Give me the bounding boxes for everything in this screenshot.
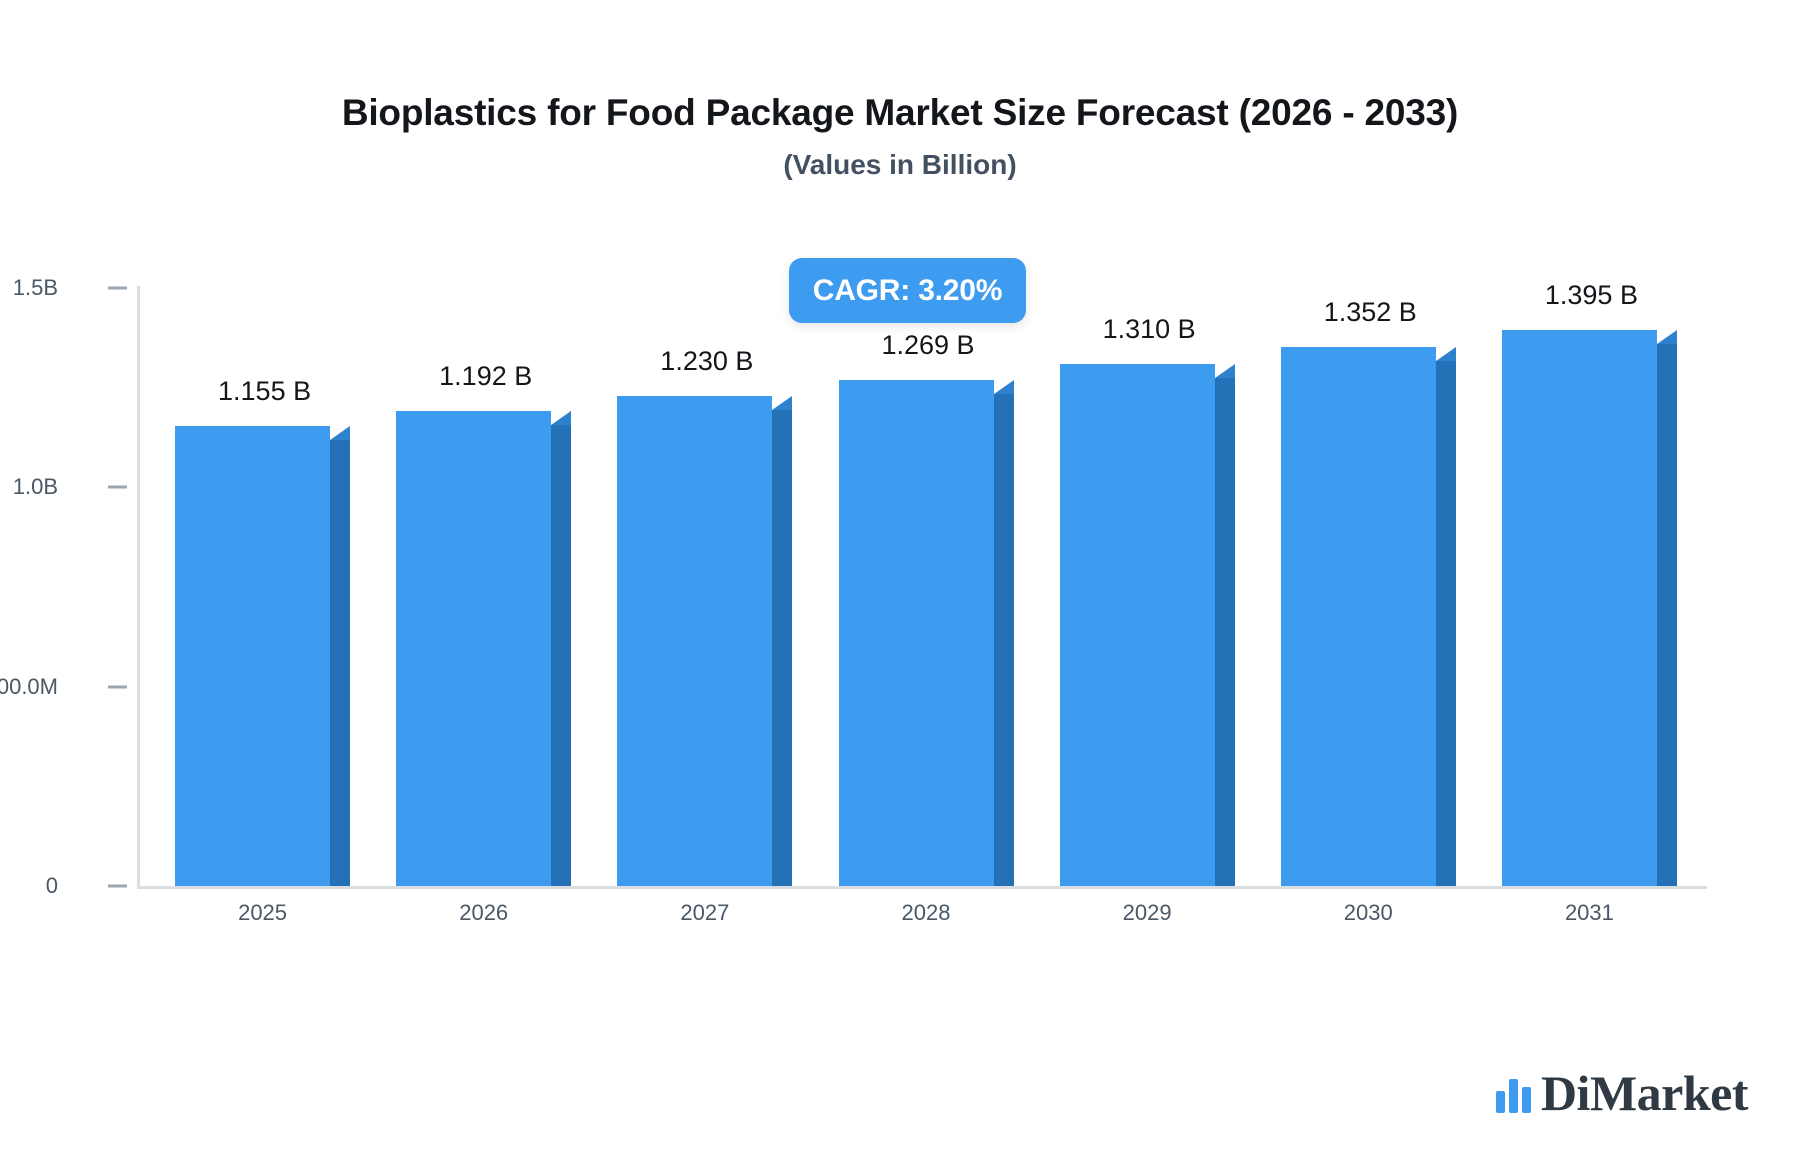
bar-top-face bbox=[1214, 363, 1235, 378]
bar-2027[interactable] bbox=[617, 395, 793, 886]
y-axis-tick-mark bbox=[108, 884, 127, 888]
bar-value-label: 1.352 B bbox=[1323, 297, 1417, 327]
page-title: Bioplastics for Food Package Market Size… bbox=[341, 92, 1459, 133]
bar-front-face bbox=[617, 395, 773, 886]
bar-side-face bbox=[1214, 377, 1235, 886]
x-axis-tick-label: 2030 bbox=[1343, 900, 1393, 925]
y-axis-tick-mark bbox=[108, 685, 127, 689]
bar-chart-icon bbox=[1495, 1073, 1531, 1113]
bar-front-face bbox=[1501, 329, 1657, 886]
bar-front-face bbox=[838, 380, 994, 886]
chart-subtitle: (Values in Billion) bbox=[783, 148, 1017, 180]
bar-2025[interactable] bbox=[175, 425, 351, 886]
x-axis-tick-label: 2025 bbox=[238, 900, 288, 925]
bar-value-label: 1.395 B bbox=[1544, 279, 1638, 310]
y-axis-tick-mark bbox=[108, 485, 127, 489]
bar-2028[interactable] bbox=[838, 380, 1014, 886]
x-axis-tick-label: 2031 bbox=[1564, 900, 1614, 925]
bar-side-face bbox=[993, 394, 1014, 886]
bar-front-face bbox=[1059, 363, 1215, 886]
bar-side-face bbox=[772, 409, 793, 886]
bar-side-face bbox=[1435, 361, 1456, 886]
bar-2026[interactable] bbox=[396, 410, 572, 886]
cagr-badge-label: CAGR: 3.20% bbox=[812, 273, 1003, 307]
bar-front-face bbox=[1280, 347, 1436, 886]
brand-logo: DiMarket bbox=[1495, 1065, 1749, 1121]
y-axis-tick-label: 500.0M bbox=[0, 673, 58, 699]
bar-2030[interactable] bbox=[1280, 347, 1456, 886]
bar-value-label: 1.310 B bbox=[1102, 313, 1196, 344]
y-axis-tick-label: 0 bbox=[45, 873, 58, 898]
bar-side-face bbox=[1656, 343, 1677, 886]
x-axis-line bbox=[137, 886, 1707, 889]
bar-front-face bbox=[396, 410, 552, 886]
bar-top-face bbox=[993, 380, 1014, 395]
bar-top-face bbox=[551, 410, 572, 425]
bar-front-face bbox=[175, 425, 331, 886]
bar-side-face bbox=[551, 424, 572, 886]
bar-2029[interactable] bbox=[1059, 363, 1235, 886]
bar-top-face bbox=[1435, 347, 1456, 361]
logo-bar-1 bbox=[1495, 1091, 1505, 1113]
bar-value-label: 1.192 B bbox=[439, 360, 533, 391]
logo-bar-2 bbox=[1508, 1079, 1518, 1113]
x-axis-tick-label: 2029 bbox=[1122, 900, 1172, 925]
bar-2031[interactable] bbox=[1501, 329, 1677, 886]
x-axis-tick-label: 2027 bbox=[680, 900, 730, 925]
x-axis-tick-label: 2028 bbox=[901, 900, 951, 925]
y-axis-line bbox=[137, 286, 140, 888]
title-block: Bioplastics for Food Package Market Size… bbox=[0, 92, 1800, 181]
bar-top-face bbox=[1656, 329, 1677, 344]
cagr-badge: CAGR: 3.20% bbox=[789, 258, 1026, 323]
logo-bar-3 bbox=[1521, 1087, 1531, 1113]
bar-value-label: 1.269 B bbox=[881, 330, 975, 361]
y-axis-tick-mark bbox=[108, 286, 127, 290]
bar-top-face bbox=[330, 425, 351, 440]
bar-value-label: 1.230 B bbox=[660, 345, 754, 376]
bar-side-face bbox=[330, 439, 351, 886]
bar-value-label: 1.155 B bbox=[218, 375, 312, 406]
y-axis-tick-label: 1.0B bbox=[12, 474, 58, 500]
y-axis-tick-label: 1.5B bbox=[12, 275, 58, 300]
x-axis-tick-label: 2026 bbox=[459, 900, 509, 925]
logo-text: DiMarket bbox=[1540, 1065, 1749, 1121]
bar-top-face bbox=[772, 395, 793, 410]
